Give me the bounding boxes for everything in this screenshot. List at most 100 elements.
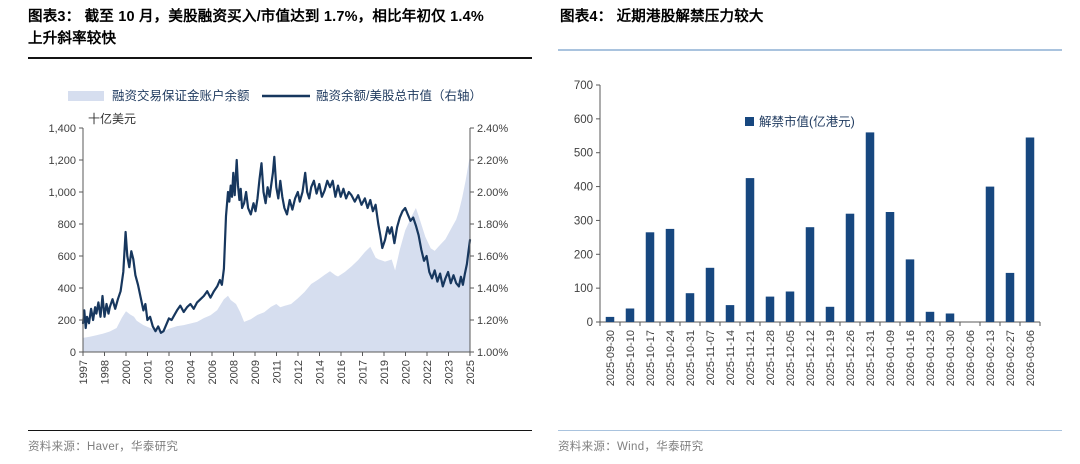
x-axis-date-label: 2026-02-27 [1005,330,1017,386]
x-axis-year-label: 2012 [293,360,305,384]
left-axis-tick-label: 400 [58,283,76,295]
unlock-value-bar [785,291,795,322]
x-axis-year-label: 2020 [401,360,413,384]
figure4-title-rule [558,49,1062,51]
unlock-value-bar [825,306,835,322]
figure3-chart-svg: 0 200 400 600 800 1,000 1,200 1,400 1.00% 1.20% 1.… [48,88,508,384]
unlock-value-bar [1005,272,1015,322]
left-axis-tick-label: 1,200 [48,155,76,167]
unlock-value-bar [605,316,615,322]
x-axis-year-label: 2014 [315,360,327,384]
left-axis-tick-label: 800 [58,219,76,231]
figure3-title: 图表3： 截至 10 月，美股融资买入/市值达到 1.7%，相比年初仅 1.4%… [28,9,484,48]
left-axis-tick-label: 1,000 [48,187,76,199]
right-axis-tick-label: 1.40% [477,283,508,295]
x-axis-date-label: 2025-11-21 [745,330,757,385]
legend-area-label: 融资交易保证金账户余额 [112,88,250,103]
right-axis-tick-label: 2.00% [477,187,508,199]
x-axis-date-label: 2026-02-13 [985,330,997,386]
x-axis-year-label: 2017 [358,360,370,384]
y-axis-tick-label: 0 [587,317,593,329]
x-axis-year-label: 2022 [422,360,434,384]
x-axis-date-label: 2025-12-12 [805,330,817,386]
figure4-source: 资料来源：Wind，华泰研究 [558,441,704,453]
x-axis-year-label: 2023 [444,360,456,384]
unlock-value-bar [905,259,915,322]
unlock-value-bar [885,212,895,322]
unlock-value-bar [1025,137,1035,322]
y-axis-tick-label: 100 [574,283,593,295]
x-axis-date-label: 2026-01-30 [945,330,957,386]
y-axis-tick-label: 300 [574,215,593,227]
x-axis-year-label: 2016 [336,360,348,384]
x-axis-date-label: 2025-10-31 [685,330,697,386]
x-axis-year-label: 2001 [143,360,155,384]
unlock-value-bar [985,186,995,322]
x-axis-date-label: 2026-01-23 [925,330,937,386]
unlock-value-bar [845,213,855,322]
margin-balance-area-series [83,155,470,352]
x-axis-year-label: 2004 [186,360,198,384]
y-axis-tick-label: 400 [574,182,593,194]
x-axis-year-label: 2008 [229,360,241,384]
y-axis-tick-label: 200 [574,249,593,261]
x-axis-date-label: 2025-12-26 [845,330,857,386]
y-axis-tick-label: 500 [574,148,593,160]
x-axis-date-label: 2026-03-06 [1025,330,1037,386]
right-axis-tick-label: 1.60% [477,251,508,263]
figure4-bottom-rule [558,430,1062,431]
x-axis-date-label: 2026-01-09 [885,330,897,386]
margin-ratio-line-series [81,155,472,334]
right-axis-tick-label: 2.20% [477,155,508,167]
unlock-value-bar [645,232,655,322]
x-axis-date-label: 2025-11-28 [765,330,777,385]
legend-bar-label: 解禁市值(亿港元) [759,114,855,129]
figure3-title-rule [28,57,532,59]
x-axis-date-label: 2025-11-07 [705,330,717,385]
unlock-value-bar [945,313,955,322]
unlock-value-bar [865,132,875,322]
right-axis-tick-label: 1.80% [477,219,508,231]
legend-bar-swatch [745,117,754,126]
left-axis-tick-label: 0 [70,347,76,359]
x-axis-date-label: 2025-10-17 [645,330,657,386]
x-axis-date-label: 2026-02-06 [965,330,977,386]
x-axis-year-label: 2019 [379,360,391,384]
right-axis-tick-label: 1.00% [477,347,508,359]
unlock-value-bar [745,178,755,322]
x-axis-date-label: 2025-09-30 [605,330,617,386]
unlock-value-bar [665,228,675,322]
x-axis-date-label: 2025-12-31 [865,330,877,386]
y-axis-tick-label: 600 [574,114,593,126]
left-axis-tick-label: 1,400 [48,123,76,135]
x-axis-date-label: 2026-01-16 [905,330,917,386]
x-axis-date-label: 2025-12-05 [785,330,797,386]
left-axis-unit-label: 十亿美元 [88,111,136,126]
x-axis-year-label: 2011 [272,360,284,384]
legend-line-label: 融资余额/美股总市值（右轴） [316,88,482,103]
unlock-value-bar [725,305,735,322]
y-axis-tick-label: 700 [574,80,593,92]
left-axis-tick-label: 200 [58,315,76,327]
x-axis-date-label: 2025-10-10 [625,330,637,386]
figure4-chart-svg: 0 100 200 300 400 500 600 700 2025-09-30 2025-10-… [574,80,1041,386]
right-axis-tick-label: 1.20% [477,315,508,327]
unlock-value-bar [705,267,715,322]
unlock-value-bar [925,311,935,322]
x-axis-year-label: 2009 [250,360,262,384]
figure4-title: 图表4： 近期港股解禁压力较大 [560,9,764,25]
x-axis-year-label: 2006 [207,360,219,384]
x-axis-date-label: 2025-12-19 [825,330,837,386]
x-axis-year-label: 2003 [164,360,176,384]
x-axis-year-label: 1998 [100,360,112,384]
unlock-value-bar [765,296,775,322]
figure3-bottom-rule [28,430,532,431]
x-axis-year-label: 2025 [465,360,477,384]
x-axis-year-label: 2000 [121,360,133,384]
left-axis-tick-label: 600 [58,251,76,263]
right-axis-tick-label: 2.40% [477,123,508,135]
unlock-value-bar [625,308,635,322]
x-axis-date-label: 2025-10-24 [665,330,677,386]
x-axis-date-label: 2025-11-14 [725,330,737,385]
